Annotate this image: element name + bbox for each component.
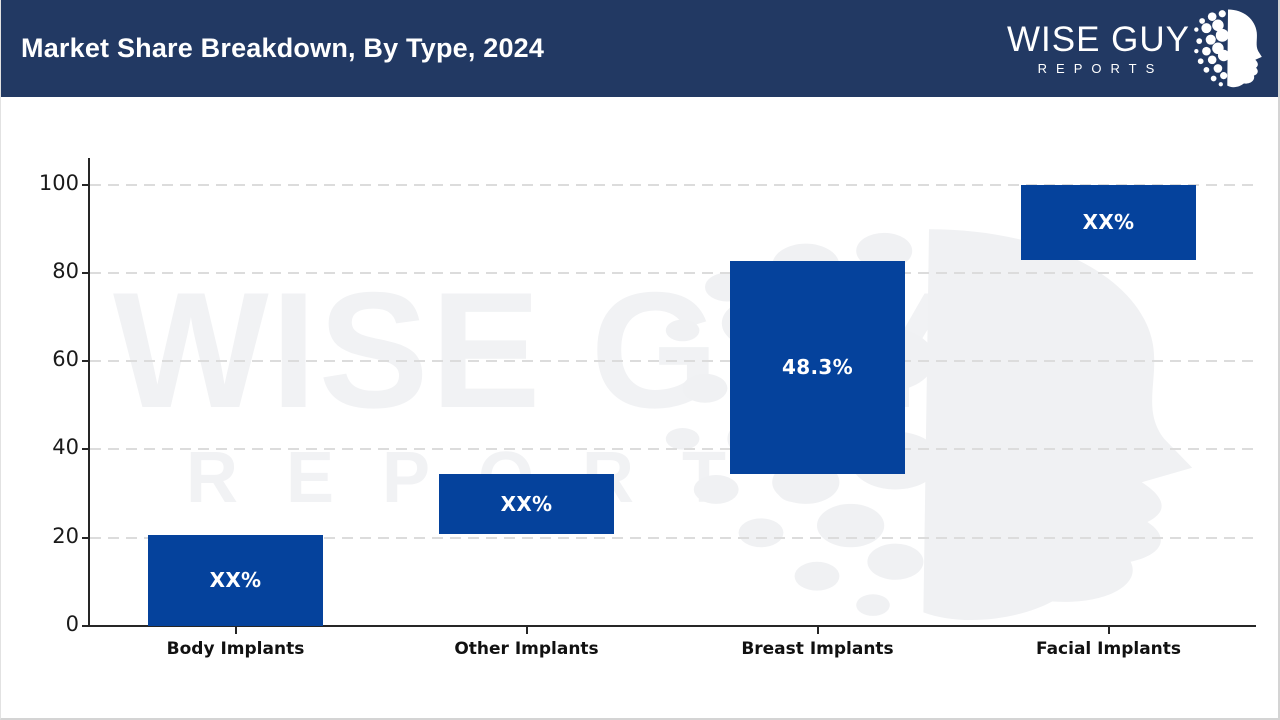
y-axis-spine [88, 158, 90, 627]
x-tick-mark [816, 627, 819, 634]
bar-value-label: XX% [209, 568, 262, 593]
logo-text: WISE GUY REPORTS [1007, 22, 1190, 76]
bar-value-label: XX% [1082, 210, 1135, 235]
x-tick-mark [1107, 627, 1110, 634]
x-axis-spine [88, 625, 1256, 627]
chart-title: Market Share Breakdown, By Type, 2024 [21, 33, 545, 63]
bar-other-implants: XX% [439, 473, 614, 535]
bar-breast-implants: 48.3% [730, 260, 905, 475]
bar-value-label: XX% [500, 491, 553, 516]
bar-body-implants: XX% [148, 534, 323, 626]
y-axis-tick-label: 80 [52, 258, 79, 283]
gridline-20 [90, 536, 1254, 539]
x-axis-category-label: Breast Implants [741, 639, 894, 659]
bar-value-label: 48.3% [782, 355, 853, 380]
wise-guy-reports-logo: WISE GUY REPORTS [1007, 8, 1264, 90]
y-tick-mark [82, 271, 90, 274]
y-tick-mark [82, 360, 90, 363]
y-axis-tick-label: 100 [38, 170, 79, 195]
header: Market Share Breakdown, By Type, 2024 WI… [1, 0, 1278, 97]
gridline-60 [90, 360, 1254, 363]
y-axis-tick-label: 60 [52, 347, 79, 372]
y-tick-mark [82, 448, 90, 451]
x-axis-category-label: Body Implants [166, 639, 305, 659]
logo-reports-text: REPORTS [1037, 60, 1164, 76]
y-tick-mark [82, 183, 90, 186]
y-axis-tick-label: 0 [65, 612, 79, 636]
x-tick-mark [234, 627, 237, 634]
logo-wordmark: WISE GUY [1006, 19, 1190, 59]
y-axis-tick-label: 40 [52, 435, 79, 460]
y-tick-mark [82, 536, 90, 539]
bar-facial-implants: XX% [1021, 184, 1196, 261]
gridline-80 [90, 271, 1254, 274]
y-tick-mark [82, 625, 90, 627]
logo-face-icon [1194, 8, 1262, 87]
x-tick-mark [525, 627, 528, 634]
x-axis-category-label: Other Implants [454, 639, 599, 659]
gridline-40 [90, 448, 1254, 451]
y-axis-tick-label: 20 [52, 523, 79, 548]
gridline-100 [90, 183, 1254, 186]
x-axis-category-label: Facial Implants [1035, 639, 1182, 659]
